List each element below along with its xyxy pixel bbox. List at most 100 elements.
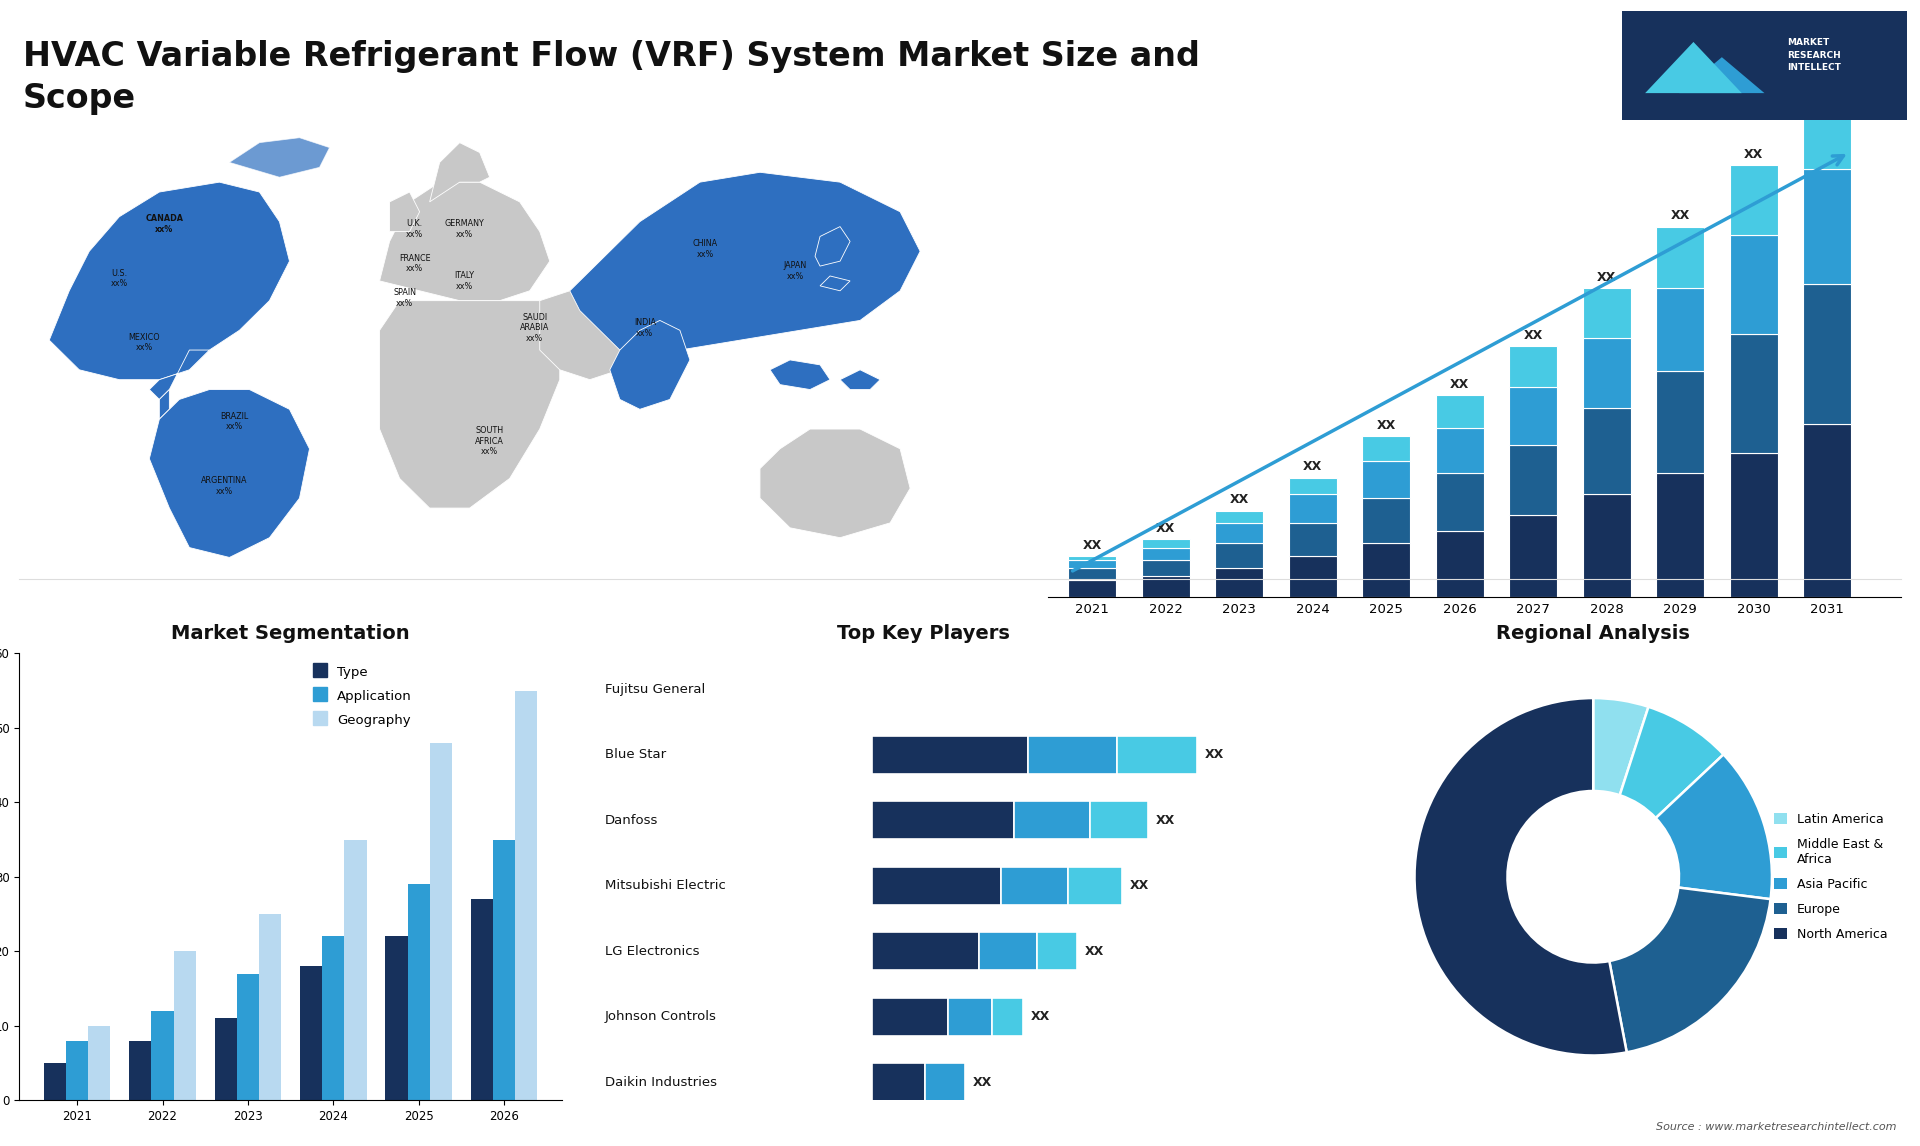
Polygon shape [611,321,689,409]
Bar [1657,473,1705,597]
FancyBboxPatch shape [872,998,948,1036]
Text: Blue Star: Blue Star [605,748,666,761]
Bar [1142,576,1190,597]
Bar [1436,395,1484,429]
Bar [1582,494,1630,597]
Text: U.S.
xx%: U.S. xx% [111,269,129,288]
FancyBboxPatch shape [1091,801,1148,839]
Text: XX: XX [1818,70,1837,83]
Bar [88,1026,111,1100]
Bar [1068,560,1116,568]
Text: Johnson Controls: Johnson Controls [605,1011,716,1023]
Polygon shape [570,172,920,350]
Bar [1509,387,1557,445]
Bar [236,974,259,1100]
Polygon shape [228,138,330,178]
Bar [1436,473,1484,531]
FancyBboxPatch shape [1117,736,1198,774]
Bar [1363,461,1409,499]
Wedge shape [1415,698,1626,1055]
FancyBboxPatch shape [1068,866,1121,904]
Bar [407,885,430,1100]
FancyBboxPatch shape [872,866,1000,904]
Bar [1436,531,1484,597]
Text: GERMANY
xx%: GERMANY xx% [445,219,484,238]
Text: XX: XX [1743,148,1763,160]
Bar [1288,556,1336,597]
Bar [1215,510,1263,523]
Text: JAPAN
xx%: JAPAN xx% [783,261,806,281]
FancyBboxPatch shape [872,801,1014,839]
Bar [215,1019,236,1100]
Polygon shape [814,227,851,266]
Text: Source : www.marketresearchintellect.com: Source : www.marketresearchintellect.com [1657,1122,1897,1132]
Bar [1730,165,1778,235]
Bar [1582,408,1630,494]
Text: XX: XX [1085,944,1104,958]
Polygon shape [540,291,639,379]
Polygon shape [1645,42,1741,93]
Bar [1363,499,1409,543]
Bar [344,840,367,1100]
Polygon shape [841,370,879,390]
Bar [1068,581,1116,597]
Bar [1657,289,1705,370]
Text: MEXICO
xx%: MEXICO xx% [129,333,159,352]
Polygon shape [150,390,309,557]
Wedge shape [1609,887,1770,1052]
Bar [1509,515,1557,597]
Bar [1436,429,1484,473]
Text: LG Electronics: LG Electronics [605,944,699,958]
Text: Fujitsu General: Fujitsu General [605,683,705,696]
FancyBboxPatch shape [993,998,1023,1036]
FancyBboxPatch shape [1000,866,1068,904]
Bar [65,1041,88,1100]
Text: CANADA
xx%: CANADA xx% [146,214,182,234]
Text: BRAZIL
xx%: BRAZIL xx% [221,411,248,431]
Text: XX: XX [1229,494,1248,507]
Text: SOUTH
AFRICA
xx%: SOUTH AFRICA xx% [476,426,505,456]
Text: XX: XX [973,1076,993,1089]
Text: XX: XX [1083,539,1102,551]
Bar [1288,478,1336,494]
Bar [1509,346,1557,387]
Bar [1509,445,1557,515]
FancyBboxPatch shape [872,1063,925,1101]
Wedge shape [1655,754,1772,900]
Polygon shape [380,182,549,300]
Text: ITALY
xx%: ITALY xx% [455,272,474,291]
Text: XX: XX [1156,814,1175,826]
Text: U.K.
xx%: U.K. xx% [405,219,422,238]
Text: XX: XX [1129,879,1148,893]
Legend: Latin America, Middle East &
Africa, Asia Pacific, Europe, North America: Latin America, Middle East & Africa, Asi… [1768,808,1893,945]
Bar [515,691,538,1100]
FancyBboxPatch shape [1037,932,1077,971]
Bar [1142,540,1190,548]
Text: XX: XX [1524,329,1544,342]
Title: Top Key Players: Top Key Players [837,625,1010,644]
FancyBboxPatch shape [979,932,1037,971]
Polygon shape [770,360,829,390]
Text: INDIA
xx%: INDIA xx% [634,319,657,338]
Bar [386,936,407,1100]
Text: XX: XX [1156,523,1175,535]
FancyBboxPatch shape [872,736,1027,774]
FancyBboxPatch shape [925,1063,966,1101]
Bar [1215,543,1263,568]
Text: Danfoss: Danfoss [605,814,659,826]
Polygon shape [1680,57,1764,93]
Bar [430,743,451,1100]
Bar [1657,227,1705,289]
Polygon shape [820,276,851,291]
FancyBboxPatch shape [948,998,993,1036]
Text: Mitsubishi Electric: Mitsubishi Electric [605,879,726,893]
Polygon shape [50,182,290,379]
Bar [1803,87,1851,168]
Text: XX: XX [1597,272,1617,284]
Bar [1363,543,1409,597]
Text: XX: XX [1377,419,1396,432]
FancyBboxPatch shape [1014,801,1091,839]
Bar [1657,370,1705,473]
Text: XX: XX [1206,748,1225,761]
Polygon shape [760,429,910,537]
